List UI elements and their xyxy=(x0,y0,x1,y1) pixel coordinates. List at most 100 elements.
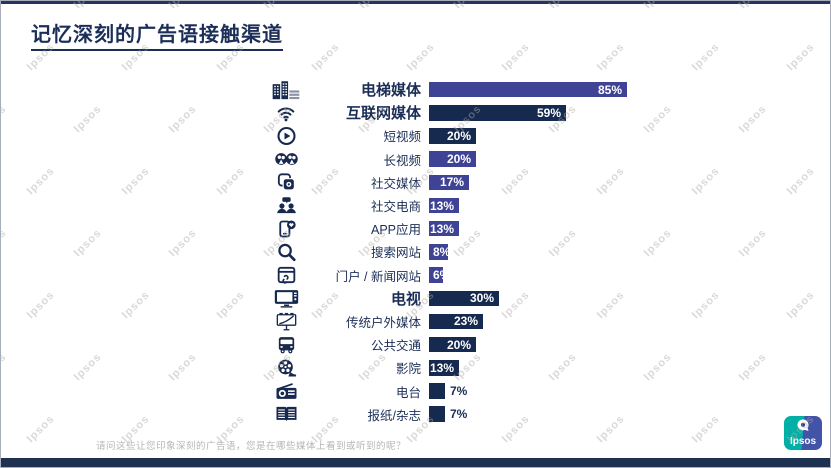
bar-track: 59% xyxy=(429,105,644,121)
watermark-text: Ipsos xyxy=(736,226,770,260)
phone-heart-icon xyxy=(263,219,309,239)
watermark-text: Ipsos xyxy=(404,40,438,74)
chart-row: 影院 13% xyxy=(263,356,644,379)
value-label: 7% xyxy=(450,384,468,399)
watermark-text: Ipsos xyxy=(214,288,248,322)
bar xyxy=(429,406,445,422)
chart-row: 电视 30% xyxy=(263,287,644,310)
watermark-text: Ipsos xyxy=(641,102,675,136)
chart-row: 报纸/杂志 7% xyxy=(263,403,644,426)
bottom-bar xyxy=(1,458,830,467)
bar: 20% xyxy=(429,151,476,167)
tv-icon xyxy=(263,288,309,308)
ipsos-logo: Ipsos xyxy=(784,416,822,450)
bar-track: 7% xyxy=(429,406,644,422)
watermark-text: Ipsos xyxy=(24,412,58,446)
magnifier-icon xyxy=(263,242,309,262)
watermark-text: Ipsos xyxy=(1,102,10,136)
bar-track: 8% xyxy=(429,244,644,260)
bar: 8% xyxy=(429,244,451,260)
radio-icon xyxy=(263,381,309,401)
value-label: 13% xyxy=(429,360,454,375)
browser-link-icon xyxy=(263,265,309,285)
watermark-text: Ipsos xyxy=(309,40,343,74)
watermark-text: Ipsos xyxy=(166,226,200,260)
row-label: 电梯媒体 xyxy=(360,82,421,100)
row-label: 短视频 xyxy=(383,130,421,145)
top-strip xyxy=(1,1,830,4)
chart-row: APP应用 13% xyxy=(263,217,644,240)
row-label: 搜索网站 xyxy=(370,246,421,261)
chart-row: 电台 7% xyxy=(263,379,644,402)
row-label: 报纸/杂志 xyxy=(367,408,421,423)
film-reel-icon xyxy=(263,358,309,378)
wifi-icon xyxy=(263,103,309,123)
page-title: 记忆深刻的广告语接触渠道 xyxy=(31,18,283,51)
chart-row: 电梯媒体 85% xyxy=(263,78,644,101)
watermark-text: Ipsos xyxy=(689,40,723,74)
bar: 23% xyxy=(429,313,483,330)
watermark-text: Ipsos xyxy=(689,412,723,446)
watermark-text: Ipsos xyxy=(1,226,10,260)
bar-track: 20% xyxy=(429,128,644,144)
value-label: 13% xyxy=(429,198,454,213)
ipsos-logo-mark-icon xyxy=(796,419,810,437)
bar-track: 13% xyxy=(429,220,644,237)
value-label: 17% xyxy=(439,175,464,190)
value-label: 23% xyxy=(453,314,478,329)
bar xyxy=(429,383,445,399)
value-label: 20% xyxy=(446,152,471,167)
watermark-text: Ipsos xyxy=(736,350,770,384)
bar-track: 20% xyxy=(429,336,644,353)
watermark-text: Ipsos xyxy=(594,40,628,74)
watermark-text: Ipsos xyxy=(71,226,105,260)
bar: 85% xyxy=(429,81,627,98)
people-group-icon xyxy=(263,196,309,216)
bar: 20% xyxy=(429,336,476,353)
value-label: 8% xyxy=(433,244,451,259)
row-label: 公共交通 xyxy=(370,339,421,354)
stacked-apps-icon xyxy=(263,172,309,192)
row-label: 长视频 xyxy=(383,153,421,168)
watermark-text: Ipsos xyxy=(166,350,200,384)
film-reels-icon xyxy=(263,149,309,169)
bar-track: 23% xyxy=(429,313,644,330)
watermark-text: Ipsos xyxy=(214,164,248,198)
chart-row: 搜索网站 8% xyxy=(263,240,644,263)
bar-chart: 电梯媒体 85% 互联网媒体 59% 短视频 20% 长视频 20% 社交媒体 17% 社交电商 13… xyxy=(263,78,644,426)
chart-row: 社交媒体 17% xyxy=(263,171,644,194)
value-label: 85% xyxy=(597,82,622,97)
row-label: 互联网媒体 xyxy=(345,105,421,123)
watermark-text: Ipsos xyxy=(71,102,105,136)
chart-row: 短视频 20% xyxy=(263,124,644,147)
row-label: 影院 xyxy=(395,362,421,377)
value-label: 20% xyxy=(446,128,471,143)
chart-row: 长视频 20% xyxy=(263,148,644,171)
row-label: 电台 xyxy=(395,385,421,400)
watermark-text: Ipsos xyxy=(784,288,818,322)
bar: 30% xyxy=(429,290,499,307)
chart-row: 门户 / 新闻网站 6% xyxy=(263,264,644,287)
bar: 13% xyxy=(429,220,459,237)
bar-track: 6% xyxy=(429,267,644,283)
watermark-text: Ipsos xyxy=(689,164,723,198)
chart-row: 公共交通 20% xyxy=(263,333,644,356)
watermark-text: Ipsos xyxy=(24,288,58,322)
value-label: 7% xyxy=(450,407,468,422)
bus-icon xyxy=(263,335,309,355)
bar: 59% xyxy=(429,105,566,121)
bar-track: 17% xyxy=(429,174,644,191)
watermark-text: Ipsos xyxy=(784,40,818,74)
value-label: 13% xyxy=(429,221,454,236)
watermark-text: Ipsos xyxy=(689,288,723,322)
bar: 17% xyxy=(429,174,469,191)
row-label: 电视 xyxy=(390,290,421,308)
value-label: 20% xyxy=(446,337,471,352)
row-label: 门户 / 新闻网站 xyxy=(335,269,421,284)
watermark-text: Ipsos xyxy=(24,164,58,198)
row-label: 传统户外媒体 xyxy=(345,315,421,330)
watermark-text: Ipsos xyxy=(71,350,105,384)
ipsos-logo-text: Ipsos xyxy=(789,436,817,447)
row-label: APP应用 xyxy=(370,223,421,238)
